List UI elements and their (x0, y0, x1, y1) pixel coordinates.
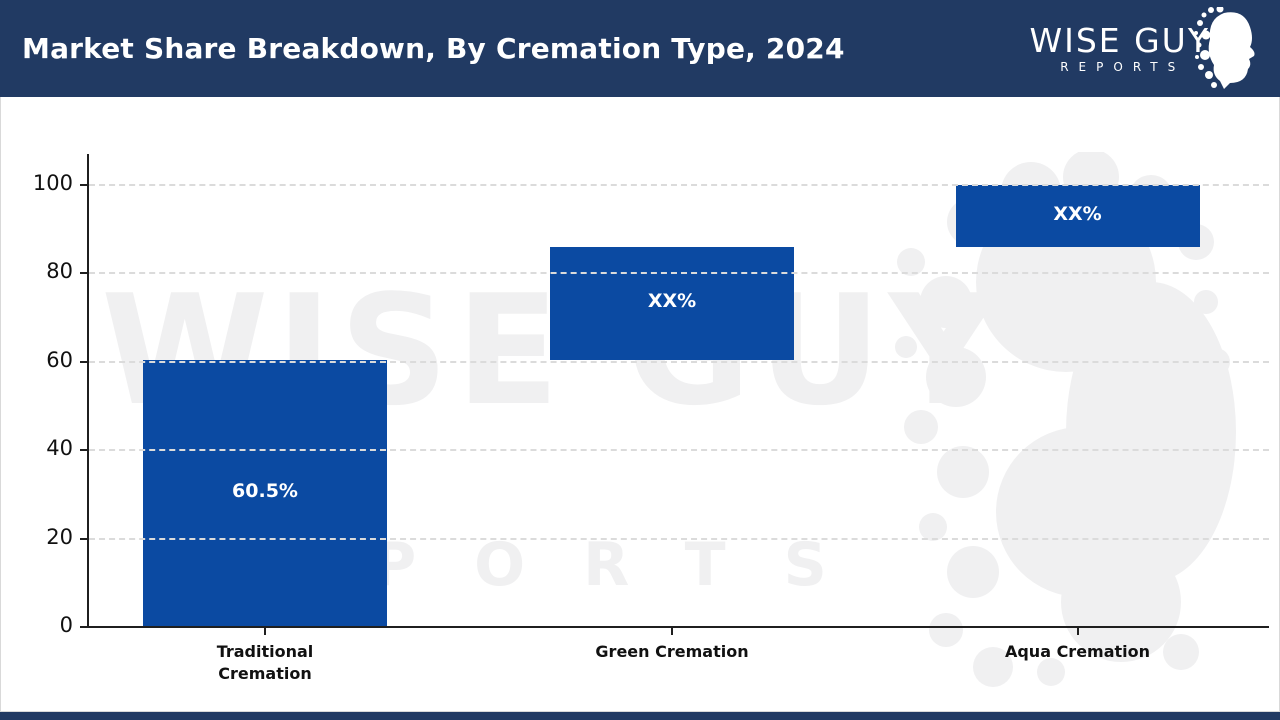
x-axis-category-label: Aqua Cremation (1004, 642, 1151, 661)
y-tick-mark (80, 184, 89, 186)
wiseguy-logo: WISE GUY REPORTS (1029, 6, 1258, 91)
gridline (89, 360, 1269, 363)
y-tick-mark (80, 360, 89, 363)
bar-aqua-cremation (955, 185, 1200, 247)
x-tick-mark (264, 628, 266, 635)
x-tick-mark (1076, 628, 1079, 635)
chart-title: Market Share Breakdown, By Cremation Typ… (22, 32, 845, 65)
bar-value-label: 60.5% (232, 480, 298, 503)
y-tick-mark (80, 626, 89, 628)
y-tick-label: 40 (46, 436, 73, 461)
gridline (89, 184, 1269, 186)
y-tick-mark (80, 272, 89, 275)
x-tick-mark (671, 628, 673, 635)
y-axis-line (87, 154, 89, 628)
x-axis-category-label: Green Cremation (595, 642, 749, 661)
watermark: WISE GUY REPORTS (1, 97, 1279, 711)
footer-bar (0, 712, 1280, 720)
plot-region: 0 20 40 60 80 100 60.5% Traditional Cremation XX… (1, 97, 1279, 711)
x-axis-category-label: Traditional Cremation (216, 642, 314, 683)
bar-value-label: XX% (647, 290, 697, 313)
y-tick-label: 20 (46, 524, 73, 549)
x-axis-line (87, 626, 1269, 628)
bar-traditional-cremation (143, 359, 387, 627)
y-tick-label: 0 (59, 613, 73, 637)
logo-wordmark: WISE GUY REPORTS (1029, 24, 1210, 74)
logo-wiseguy-text: WISE GUY (1029, 20, 1210, 60)
gridline (89, 272, 1269, 275)
bar-green-cremation (550, 246, 794, 360)
bar-value-label: XX% (1053, 202, 1102, 225)
y-tick-mark (80, 537, 89, 540)
header-bar: Market Share Breakdown, By Cremation Typ… (0, 0, 1280, 97)
y-tick-label: 60 (46, 347, 73, 372)
logo-reports-text: REPORTS (1060, 59, 1186, 74)
gridline (89, 537, 1269, 540)
y-tick-mark (80, 449, 89, 452)
y-tick-label: 100 (32, 171, 73, 195)
wiseguy-head-icon (1194, 6, 1255, 89)
y-tick-label: 80 (46, 259, 73, 284)
gridline (89, 449, 1269, 452)
chart-area: WISE GUY REPORTS (0, 97, 1280, 712)
